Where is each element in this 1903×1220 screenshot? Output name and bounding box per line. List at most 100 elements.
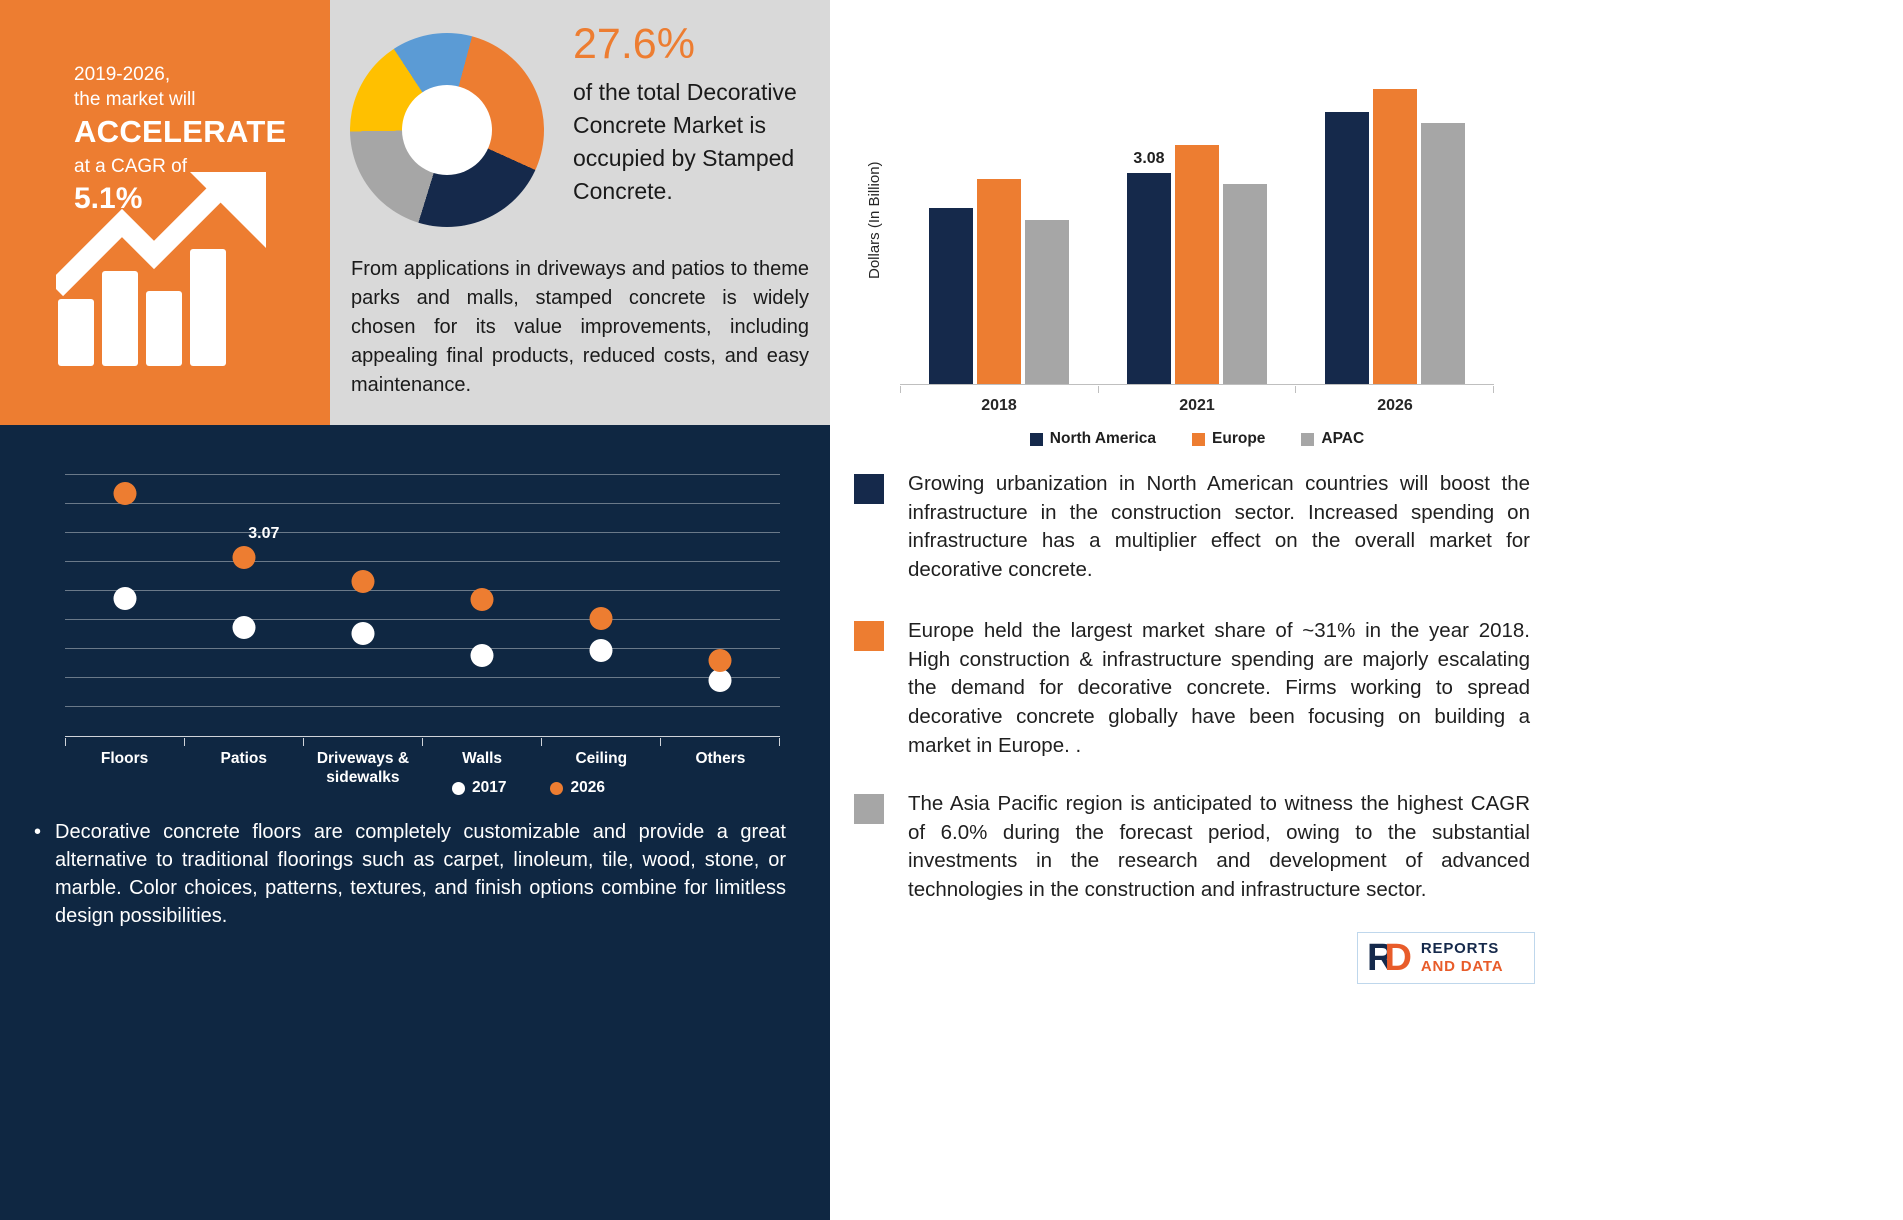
bar-data-label: 3.08 xyxy=(1133,149,1165,167)
legend-label: APAC xyxy=(1321,430,1365,447)
accelerate-line2: the market will xyxy=(74,89,196,111)
dot-2026-others xyxy=(708,648,732,672)
bar-group-2018 xyxy=(900,55,1098,384)
stamped-body-text: From applications in driveways and patio… xyxy=(351,258,809,396)
logo-and-data: AND DATA xyxy=(1420,958,1504,975)
dot-band-floors xyxy=(65,475,184,736)
gridline xyxy=(65,474,780,475)
dot-2017-ceiling xyxy=(589,638,613,662)
donut-chart-wrap xyxy=(350,33,544,227)
dot-2026-patios: 3.07 xyxy=(232,525,279,569)
bullet-marker: • xyxy=(34,821,42,843)
donut-hole xyxy=(402,85,492,175)
dot-2017-driveways-sidewalks xyxy=(351,621,375,645)
legend-label: North America xyxy=(1049,430,1157,447)
insight-swatch-apac xyxy=(854,794,884,824)
legend-item-europe: Europe xyxy=(1192,430,1265,448)
bar-chart-xlabels: 2018 2021 2026 xyxy=(900,397,1494,415)
dot-x-label-walls: Walls xyxy=(462,750,503,767)
bar-group-2026 xyxy=(1296,55,1494,384)
dot-band-driveways-sidewalks xyxy=(303,475,422,736)
accelerate-period: 2019-2026, xyxy=(74,64,171,85)
dot-x-tick xyxy=(185,738,304,746)
dot-x-label-ceiling: Ceiling xyxy=(575,750,628,767)
insight-text-europe: Europe held the largest market share of … xyxy=(908,619,1530,757)
dot-x-label-patios: Patios xyxy=(220,750,268,767)
dot-2026-walls xyxy=(470,588,494,612)
applications-bullet: • Decorative concrete floors are complet… xyxy=(34,818,786,930)
bar-x-tick xyxy=(901,386,1099,393)
bar-apac-2026 xyxy=(1421,122,1465,384)
dot-2026-floors xyxy=(113,482,137,506)
dot-chart-legend: 2017 2026 xyxy=(452,779,605,797)
dot-band-ceiling xyxy=(542,475,661,736)
gridline xyxy=(65,503,780,504)
dot-data-label: 3.07 xyxy=(248,524,280,542)
regional-panel: Dollars (In Billion) 3.08 2018 2021 2026 N… xyxy=(830,0,1903,1220)
bar-chart-xticks xyxy=(900,386,1495,393)
dot-x-label-others: Others xyxy=(695,750,746,767)
bar-north-america-2026 xyxy=(1325,111,1369,384)
dot-chart-xlabels: Floors Patios Driveways & sidewalks Walls Ce… xyxy=(65,749,780,788)
accelerate-panel: 2019-2026, the market will ACCELERATE at… xyxy=(0,0,330,425)
accelerate-line4: at a CAGR of xyxy=(74,155,187,177)
bar-europe-2018 xyxy=(977,179,1021,384)
dot-legend-item-2026: 2026 xyxy=(550,779,605,797)
dot-2017-patios xyxy=(232,615,256,639)
legend-swatch-apac xyxy=(1301,432,1315,446)
legend-item-apac: APAC xyxy=(1301,430,1364,448)
bar-europe-2021 xyxy=(1175,144,1219,384)
insight-swatch-europe xyxy=(854,621,884,651)
legend-swatch-north-america xyxy=(1029,432,1043,446)
bar-apac-2018 xyxy=(1025,220,1069,384)
dot-x-tick xyxy=(304,738,423,746)
dot-band-walls xyxy=(423,475,542,736)
dot-chart-xticks xyxy=(65,738,780,746)
gridline xyxy=(65,677,780,678)
gridline xyxy=(65,532,780,533)
gridline xyxy=(65,590,780,591)
bar-apac-2021 xyxy=(1223,183,1267,384)
stamped-concrete-panel: 27.6% of the total Decorative Concrete M… xyxy=(330,0,830,425)
dot-2026-driveways-sidewalks xyxy=(351,569,375,593)
legend-label: 2017 xyxy=(472,779,507,796)
dot-x-label-driveways-sidewalks: Driveways & sidewalks xyxy=(316,750,410,787)
logo-text: REPORTS AND DATA xyxy=(1421,940,1504,976)
gridline xyxy=(65,706,780,707)
gridline xyxy=(65,648,780,649)
dot-x-tick xyxy=(423,738,542,746)
dot-legend-item-2017: 2017 xyxy=(452,779,506,797)
dot-x-tick xyxy=(66,738,185,746)
bar-x-label-2026: 2026 xyxy=(1377,397,1413,414)
logo-letter-d: D xyxy=(1384,937,1412,979)
bar-europe-2026 xyxy=(1373,89,1417,384)
legend-dot-swatch-2026 xyxy=(550,781,564,795)
insight-north-america: Growing urbanization in North American c… xyxy=(854,470,1530,585)
bar-x-tick xyxy=(1099,386,1297,393)
bar-chart-plot: 3.08 xyxy=(900,55,1494,385)
logo-reports: REPORTS xyxy=(1420,940,1500,957)
stamped-stat-value: 27.6% xyxy=(573,20,695,68)
dot-x-tick xyxy=(661,738,780,746)
logo-letter-r: R xyxy=(1367,937,1395,979)
dot-band-patios: 3.07 xyxy=(184,475,303,736)
dot-x-label-floors: Floors xyxy=(100,750,149,767)
bar-x-label-2018: 2018 xyxy=(981,397,1017,414)
stamped-stat-caption: of the total Decorative Concrete Market … xyxy=(573,79,797,204)
bar-x-label-2021: 2021 xyxy=(1179,397,1215,414)
legend-label: Europe xyxy=(1212,430,1266,447)
dot-2026-ceiling xyxy=(589,606,613,630)
bar-chart-y-axis-title: Dollars (In Billion) xyxy=(866,161,883,279)
legend-swatch-europe xyxy=(1192,432,1206,446)
dot-chart-plot: 3.07 xyxy=(65,474,780,737)
dot-band-others xyxy=(661,475,780,736)
accelerate-cagr-value: 5.1% xyxy=(74,181,143,215)
bar-group-2021: 3.08 xyxy=(1098,55,1296,384)
bar-chart-legend: North America Europe APAC xyxy=(900,430,1494,448)
bar-north-america-2021: 3.08 xyxy=(1127,150,1171,384)
insight-text-north-america: Growing urbanization in North American c… xyxy=(908,472,1530,582)
legend-label: 2026 xyxy=(570,779,605,796)
applications-panel: 3.07 Floors Patios Driveways & sidewalks Wa… xyxy=(0,425,830,1220)
